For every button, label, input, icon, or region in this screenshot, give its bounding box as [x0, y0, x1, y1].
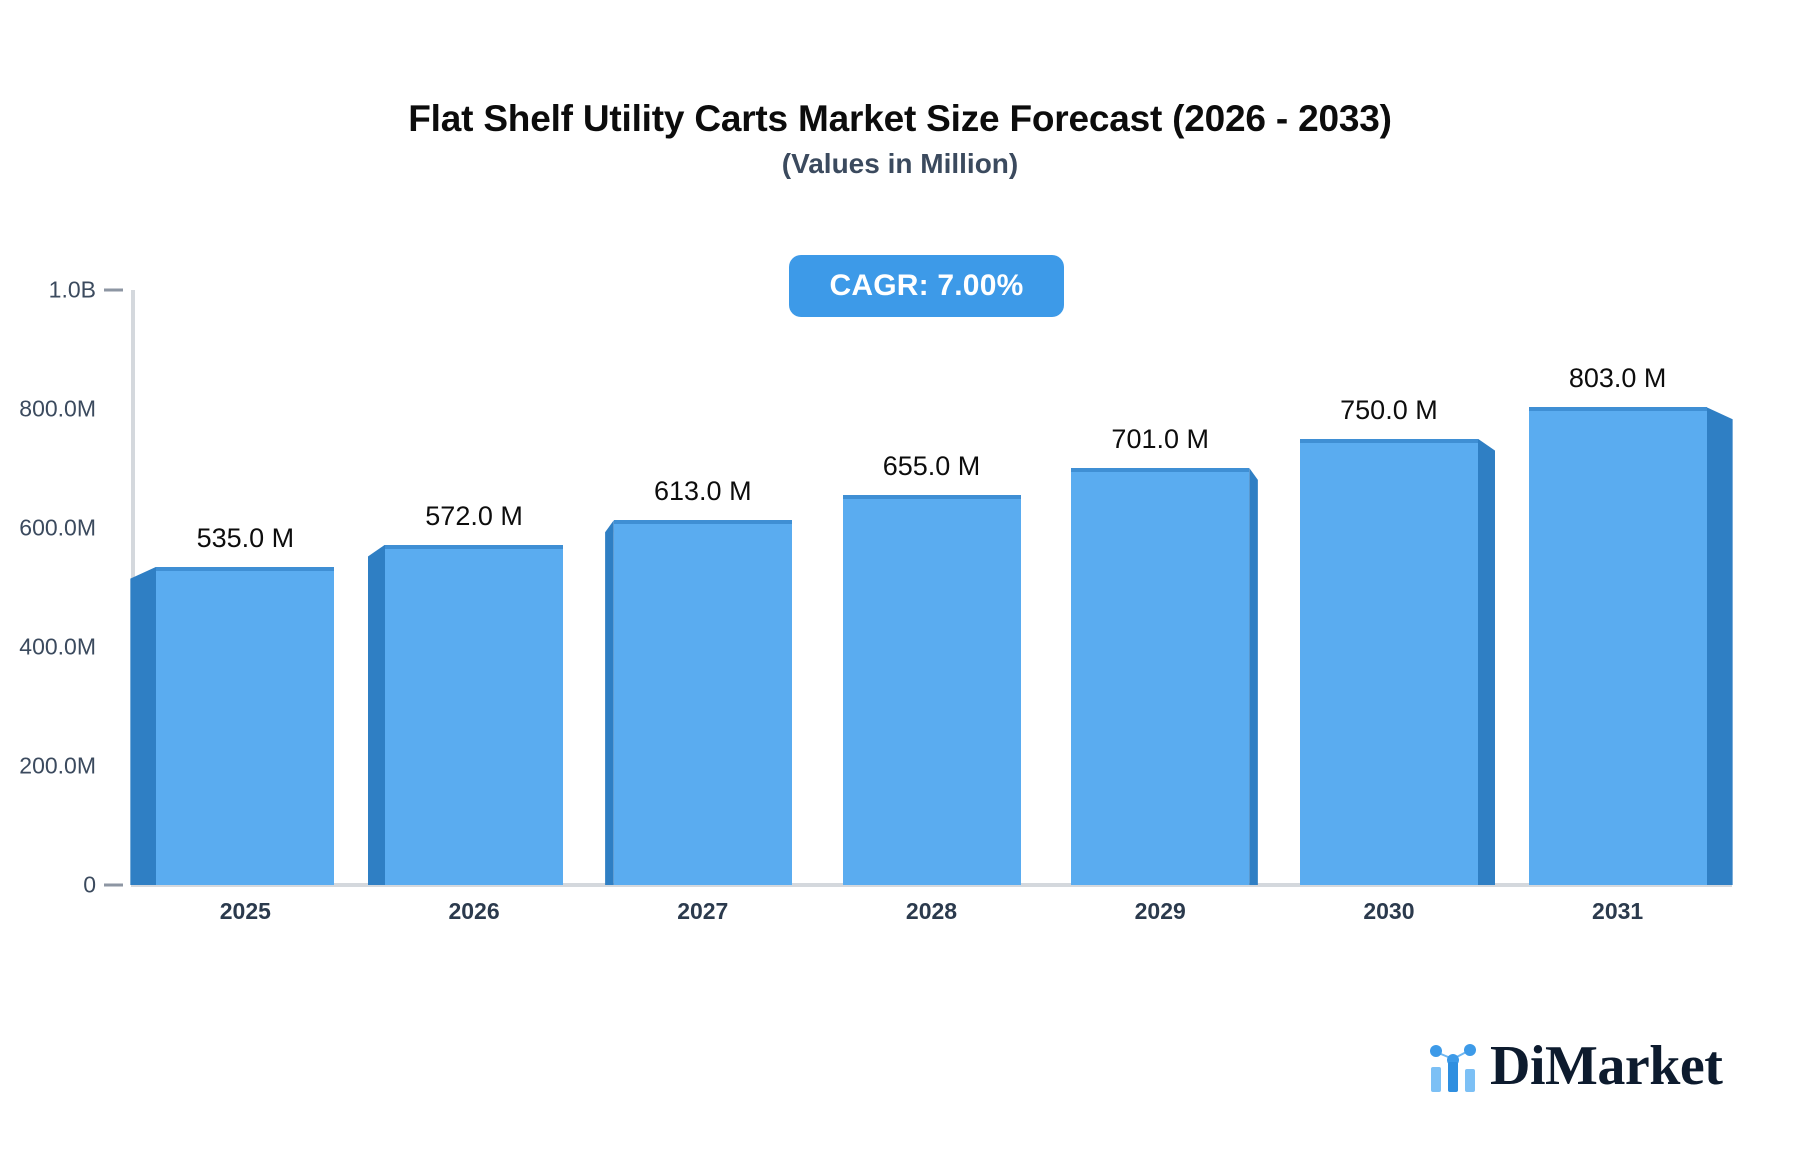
- bar-side-face-left: [605, 520, 614, 885]
- bar-value-label: 572.0 M: [425, 500, 523, 531]
- x-tick-label: 2030: [1363, 898, 1415, 924]
- y-tick-mark: [104, 883, 123, 887]
- bar-side-face-left: [130, 566, 157, 885]
- y-tick-label: 0: [83, 871, 96, 898]
- dimarket-chart-icon: [1428, 1040, 1478, 1092]
- bar-front-face[interactable]: [156, 566, 335, 885]
- brand-name: DiMarket: [1490, 1035, 1723, 1097]
- bar-side-face-right: [1249, 467, 1258, 885]
- y-tick-label: 600.0M: [19, 514, 96, 541]
- x-tick-label: 2027: [677, 898, 729, 924]
- bar-side-face-left: [367, 544, 386, 885]
- bar-value-label: 750.0 M: [1340, 394, 1438, 425]
- x-tick-label: 2026: [448, 898, 500, 924]
- bar-value-label: 535.0 M: [196, 522, 295, 553]
- y-tick-label: 1.0B: [48, 276, 96, 303]
- bar-value-label: 701.0 M: [1111, 423, 1209, 454]
- x-axis-line: [131, 883, 1732, 887]
- chart-title: Flat Shelf Utility Carts Market Size For…: [408, 98, 1392, 139]
- bar-front-face[interactable]: [385, 544, 564, 885]
- cagr-badge: CAGR: 7.00%: [789, 255, 1064, 317]
- x-tick-label: 2025: [219, 898, 271, 924]
- x-tick-label: 2028: [905, 898, 958, 924]
- y-tick-label: 800.0M: [19, 395, 96, 422]
- bar-front-face[interactable]: [613, 520, 792, 885]
- brand-logo: DiMarket: [1428, 1035, 1723, 1097]
- x-tick-label: 2029: [1134, 898, 1186, 924]
- bar-value-label: 655.0 M: [882, 451, 981, 482]
- bar-value-label: 613.0 M: [654, 476, 752, 507]
- bar-value-label: 803.0 M: [1568, 363, 1667, 394]
- y-tick-label: 400.0M: [19, 633, 96, 660]
- bar-front-face[interactable]: [1528, 407, 1707, 885]
- y-tick-label: 200.0M: [19, 752, 96, 779]
- chart-subtitle: (Values in Million): [781, 148, 1019, 179]
- bar-front-face[interactable]: [1071, 467, 1250, 885]
- y-tick-mark: [104, 288, 123, 292]
- bar-side-face-right: [1706, 407, 1733, 885]
- x-tick-label: 2031: [1592, 898, 1644, 924]
- bar-front-face[interactable]: [1299, 438, 1478, 885]
- bar-side-face-right: [1477, 438, 1496, 885]
- bar-front-face[interactable]: [842, 495, 1021, 885]
